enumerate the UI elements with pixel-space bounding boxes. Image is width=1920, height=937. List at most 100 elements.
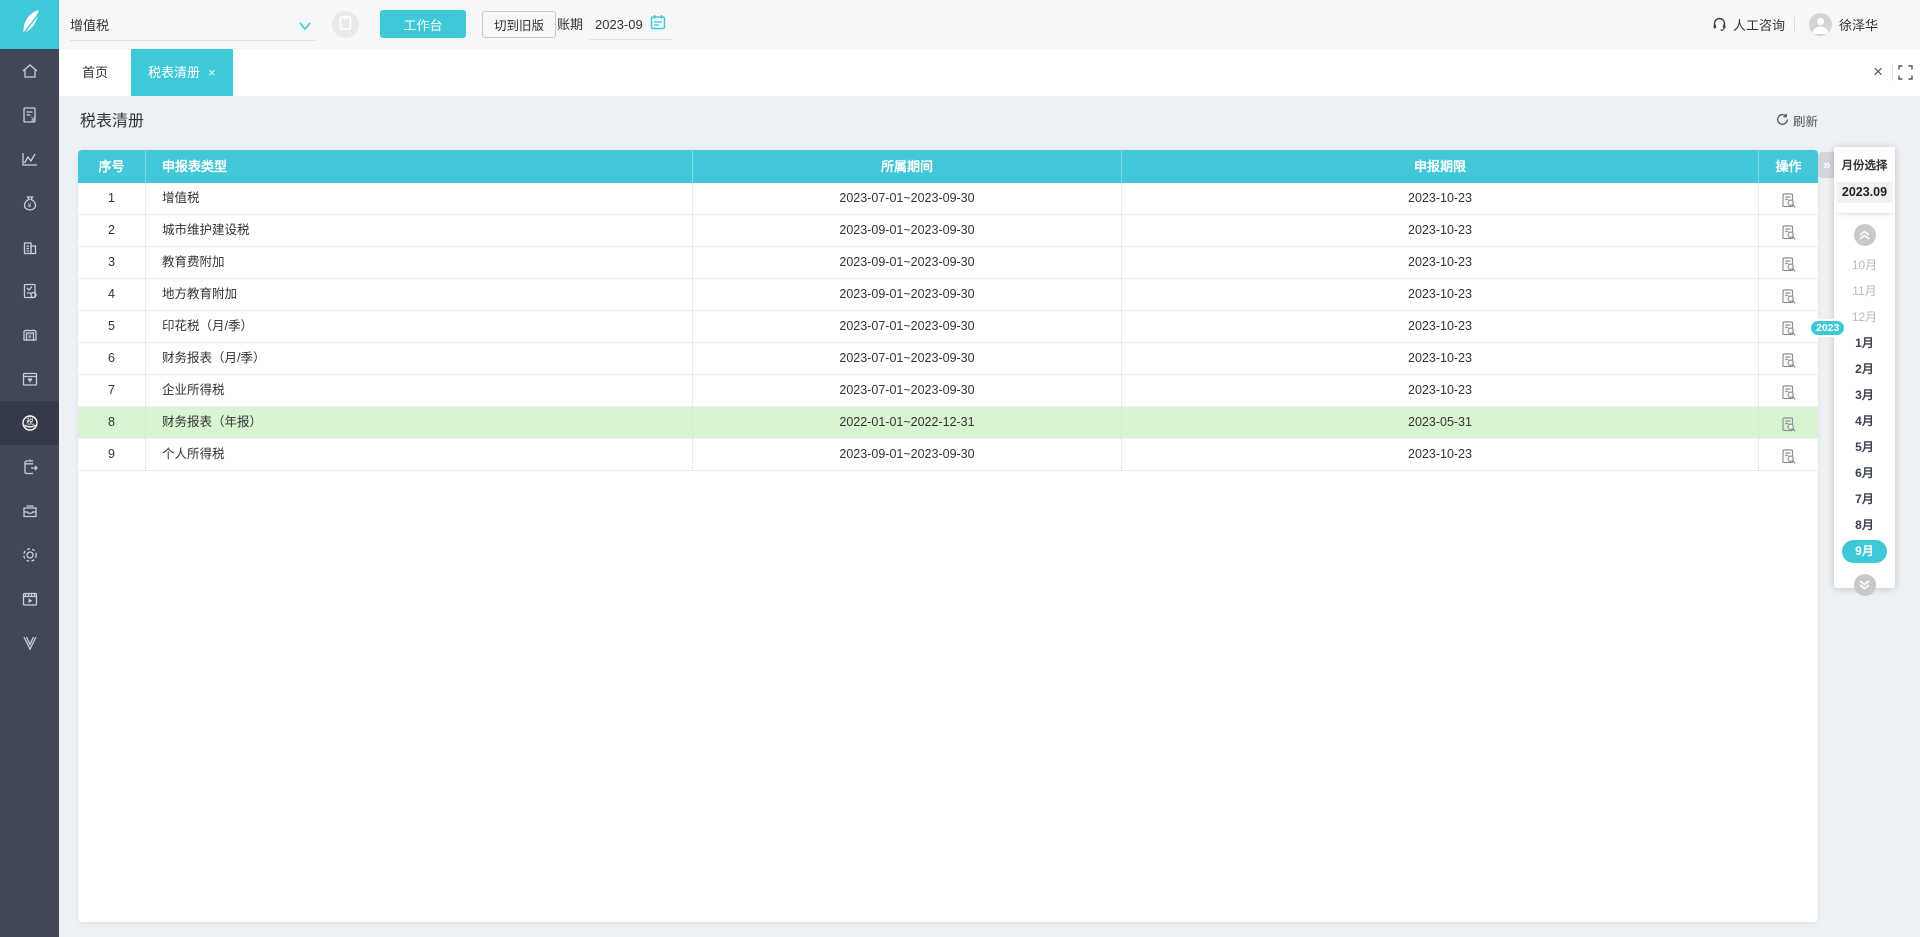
sidebar-item-financial-report[interactable] xyxy=(0,269,59,313)
cell-report-type: 城市维护建设税 xyxy=(145,215,692,246)
close-tab-button[interactable]: × xyxy=(1873,62,1883,81)
ledger-export-icon: * xyxy=(20,457,40,477)
tab-close-icon[interactable]: × xyxy=(208,65,216,80)
table-row: 2 城市维护建设税 2023-09-01~2023-09-30 2023-10-23 xyxy=(78,215,1818,247)
tax-table-body: 1 增值税 2023-07-01~2023-09-30 2023-10-23 2 城市维护… xyxy=(78,183,1818,471)
cell-index: 7 xyxy=(108,383,115,397)
cell-period: 2023-07-01~2023-09-30 xyxy=(692,183,1121,214)
month-item-12月[interactable]: 12月 xyxy=(1851,310,1878,324)
cell-index: 5 xyxy=(108,319,115,333)
fullscreen-icon[interactable] xyxy=(1898,65,1913,85)
tax-table-card: 序号 申报表类型 所属期间 申报期限 操作 1 增值税 2023-07-01~202… xyxy=(78,150,1818,922)
sidebar-item-tax-declaration[interactable]: 税 xyxy=(0,401,59,445)
tab-tax-register[interactable]: 税表清册 × xyxy=(131,49,233,96)
cell-index: 8 xyxy=(108,415,115,429)
month-item-5月[interactable]: 5月 xyxy=(1855,440,1874,454)
tax-type-dropdown[interactable]: 增值税 xyxy=(70,8,316,41)
sidebar-item-funds-moneybag[interactable]: ¥ xyxy=(0,181,59,225)
settings-gear-icon xyxy=(20,545,40,565)
clipboard-icon xyxy=(339,15,352,35)
switch-old-version-button[interactable]: 切到旧版 xyxy=(482,11,557,38)
svg-text:税: 税 xyxy=(26,416,34,426)
col-header-actions: 操作 xyxy=(1758,150,1818,183)
month-item-9月[interactable]: 9月 xyxy=(1842,540,1887,563)
scroll-up-button[interactable] xyxy=(1853,224,1876,246)
sidebar-item-home[interactable] xyxy=(0,49,59,93)
col-header-period: 所属期间 xyxy=(692,150,1121,183)
sidebar-item-invoice-voucher[interactable]: ¥ xyxy=(0,313,59,357)
cell-index: 3 xyxy=(108,255,115,269)
cell-actions xyxy=(1758,183,1818,214)
cell-index: 6 xyxy=(108,351,115,365)
table-header: 序号 申报表类型 所属期间 申报期限 操作 xyxy=(78,150,1818,183)
cell-period: 2023-07-01~2023-09-30 xyxy=(692,343,1121,374)
view-report-icon[interactable] xyxy=(1780,407,1797,445)
tabbar-divider xyxy=(1892,64,1893,81)
month-item-3月[interactable]: 3月 xyxy=(1855,388,1874,402)
sidebar-item-billing-invoice[interactable]: ¥ xyxy=(0,93,59,137)
month-item-4月[interactable]: 4月 xyxy=(1855,414,1874,428)
video-guide-icon xyxy=(20,589,40,609)
view-report-icon[interactable] xyxy=(1780,215,1797,253)
month-item-8月[interactable]: 8月 xyxy=(1855,518,1874,532)
table-row: 3 教育费附加 2023-09-01~2023-09-30 2023-10-23 xyxy=(78,247,1818,279)
feather-logo-icon xyxy=(13,5,47,44)
home-icon xyxy=(20,61,40,81)
sidebar-item-company-building[interactable] xyxy=(0,225,59,269)
period-date-picker[interactable]: 2023-09 xyxy=(589,9,672,40)
refresh-button[interactable]: 刷新 xyxy=(1776,111,1818,130)
tax-declaration-icon: 税 xyxy=(20,413,40,433)
sidebar-item-settings-gear[interactable] xyxy=(0,533,59,577)
month-item-10月[interactable]: 10月 xyxy=(1851,258,1878,272)
sidebar-item-ledger-export[interactable]: * xyxy=(0,445,59,489)
table-row: 9 个人所得税 2023-09-01~2023-09-30 2023-10-23 xyxy=(78,439,1818,471)
username: 徐泽华 xyxy=(1839,18,1879,33)
app-logo[interactable] xyxy=(0,0,59,49)
cell-report-type: 企业所得税 xyxy=(145,375,692,406)
tab-home[interactable]: 首页 xyxy=(59,49,131,96)
table-row: 1 增值税 2023-07-01~2023-09-30 2023-10-23 xyxy=(78,183,1818,215)
workbench-button[interactable]: 工作台 xyxy=(380,10,466,38)
month-item-6月[interactable]: 6月 xyxy=(1855,466,1874,480)
sidebar-item-document-archive[interactable] xyxy=(0,489,59,533)
cell-report-type: 教育费附加 xyxy=(145,247,692,278)
current-period-value: 2023.09 xyxy=(1837,182,1892,203)
table-row: 7 企业所得税 2023-07-01~2023-09-30 2023-10-23 xyxy=(78,375,1818,407)
cell-index: 1 xyxy=(108,191,115,205)
col-header-type: 申报表类型 xyxy=(145,150,692,183)
funds-moneybag-icon: ¥ xyxy=(20,193,40,213)
view-report-icon[interactable] xyxy=(1780,183,1797,221)
view-report-icon[interactable] xyxy=(1780,279,1797,317)
main-content: 税表清册 刷新 序号 申报表类型 所属期间 申报期限 操作 1 增值税 2023-0… xyxy=(59,96,1920,937)
month-item-11月[interactable]: 11月 xyxy=(1852,284,1877,298)
month-item-2月[interactable]: 2月 xyxy=(1855,362,1874,376)
view-report-icon[interactable] xyxy=(1780,375,1797,413)
view-report-icon[interactable] xyxy=(1780,343,1797,381)
month-panel-title: 月份选择 xyxy=(1841,160,1888,172)
sidebar-item-tax-bureau-window[interactable] xyxy=(0,357,59,401)
cell-deadline: 2023-05-31 xyxy=(1121,407,1758,438)
live-support-link[interactable]: 人工咨询 xyxy=(1712,0,1785,49)
cell-actions xyxy=(1758,439,1818,470)
sidebar-nav: ¥ ¥ ¥ 税 * xyxy=(0,49,59,665)
cell-period: 2023-09-01~2023-09-30 xyxy=(692,215,1121,246)
sidebar-item-reports-chart[interactable] xyxy=(0,137,59,181)
chevron-down-icon xyxy=(298,19,312,34)
sidebar-item-v-logo[interactable] xyxy=(0,621,59,665)
scroll-down-button[interactable] xyxy=(1853,574,1876,596)
view-report-icon[interactable] xyxy=(1780,247,1797,285)
cell-actions xyxy=(1758,343,1818,374)
month-item-1月[interactable]: 1月 2023 xyxy=(1809,319,1895,356)
cell-deadline: 2023-10-23 xyxy=(1121,279,1758,310)
month-panel: 月份选择 2023.09 10月 11月 12月 1月 2023 2月 3月 4月 5月 6月 7月… xyxy=(1809,147,1895,596)
view-report-icon[interactable] xyxy=(1780,439,1797,477)
tax-type-value: 增值税 xyxy=(70,17,110,33)
user-menu[interactable]: 徐泽华 xyxy=(1809,0,1878,49)
financial-report-icon xyxy=(20,281,40,301)
cell-period: 2023-07-01~2023-09-30 xyxy=(692,375,1121,406)
quick-note-button[interactable] xyxy=(332,11,359,38)
cell-actions xyxy=(1758,407,1818,438)
view-report-icon[interactable] xyxy=(1780,311,1797,349)
sidebar-item-video-guide[interactable] xyxy=(0,577,59,621)
month-item-7月[interactable]: 7月 xyxy=(1855,492,1874,506)
